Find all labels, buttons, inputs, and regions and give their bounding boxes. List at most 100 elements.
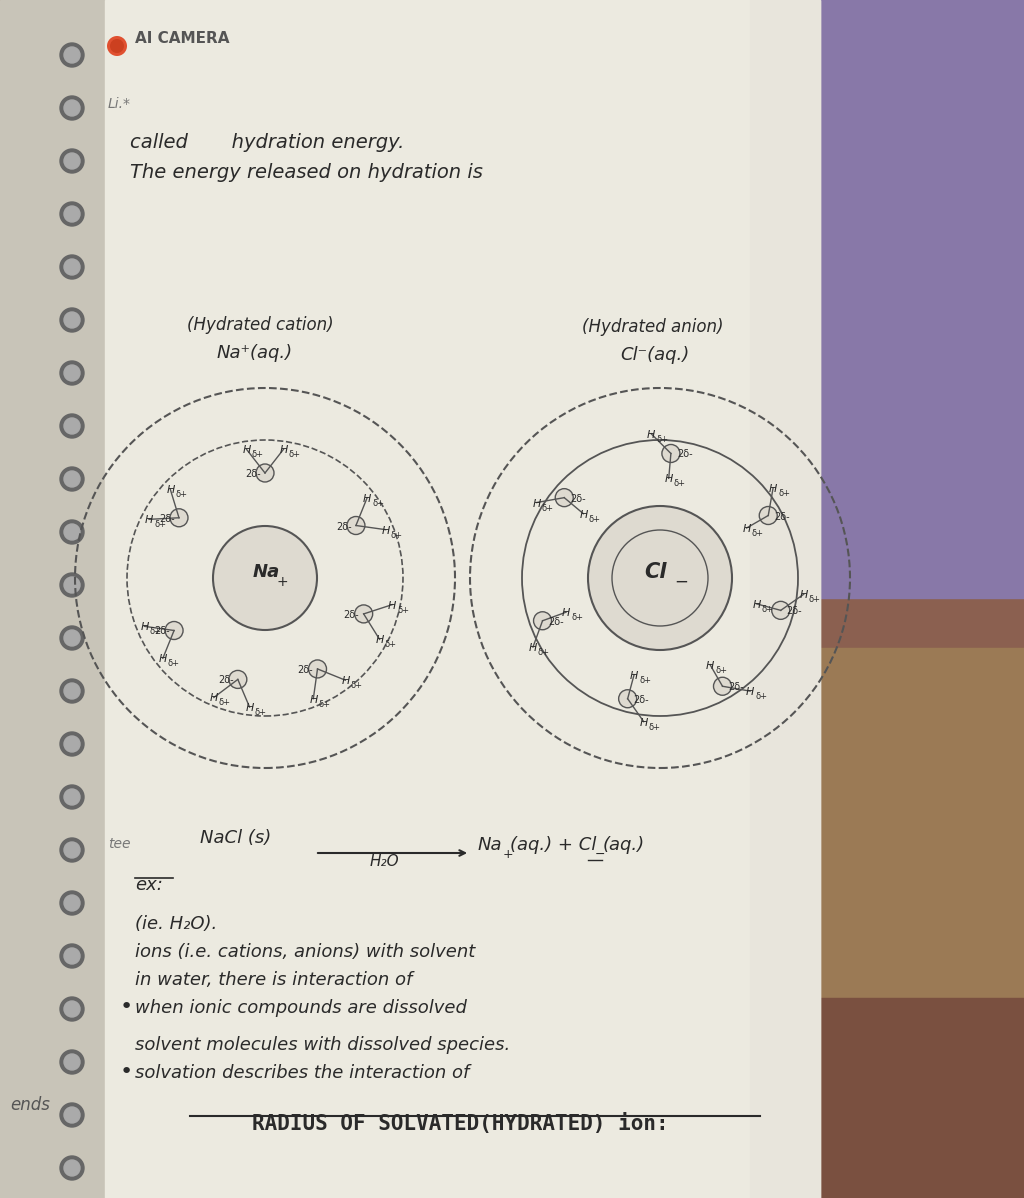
Circle shape — [63, 1054, 80, 1070]
Bar — [0, 0, 105, 1198]
Circle shape — [213, 526, 317, 630]
Circle shape — [63, 471, 80, 488]
Text: H: H — [364, 494, 372, 503]
Text: H: H — [562, 609, 570, 618]
Circle shape — [60, 732, 84, 756]
Circle shape — [63, 259, 80, 276]
Text: δ+: δ+ — [778, 489, 791, 498]
Text: δ+: δ+ — [656, 435, 668, 443]
Circle shape — [60, 520, 84, 544]
Circle shape — [63, 206, 80, 222]
Circle shape — [63, 948, 80, 964]
Circle shape — [63, 524, 80, 540]
Text: δ+: δ+ — [390, 531, 402, 539]
Text: δ+: δ+ — [571, 613, 583, 622]
Text: δ+: δ+ — [252, 450, 263, 459]
Circle shape — [612, 530, 708, 627]
Text: H: H — [243, 446, 251, 455]
Bar — [820, 0, 1024, 598]
Circle shape — [60, 891, 84, 915]
Text: solvation describes the interaction of: solvation describes the interaction of — [135, 1064, 469, 1082]
Text: 2δ-: 2δ- — [245, 468, 261, 479]
Circle shape — [63, 577, 80, 593]
Text: in water, there is interaction of: in water, there is interaction of — [135, 972, 413, 990]
Text: H: H — [706, 660, 715, 671]
Text: AI CAMERA: AI CAMERA — [135, 31, 229, 46]
Text: δ+: δ+ — [219, 698, 230, 708]
Circle shape — [588, 506, 732, 651]
Circle shape — [60, 202, 84, 226]
Text: (Hydrated cation): (Hydrated cation) — [187, 316, 334, 334]
Circle shape — [308, 660, 327, 678]
Text: δ+: δ+ — [649, 722, 660, 732]
Text: 2δ-: 2δ- — [336, 521, 351, 532]
Text: H: H — [341, 676, 349, 686]
Text: H: H — [166, 485, 175, 495]
Text: −: − — [595, 848, 605, 861]
Text: δ+: δ+ — [715, 666, 727, 674]
Text: δ+: δ+ — [289, 450, 300, 459]
Text: when ionic compounds are dissolved: when ionic compounds are dissolved — [135, 999, 467, 1017]
Text: H: H — [742, 524, 751, 534]
Text: Cl: Cl — [644, 562, 667, 582]
Text: The energy released on hydration is: The energy released on hydration is — [130, 163, 483, 182]
Text: •: • — [120, 1061, 133, 1082]
Circle shape — [714, 677, 731, 695]
Text: 2δ-: 2δ- — [298, 665, 313, 674]
Circle shape — [110, 40, 124, 53]
Text: H: H — [800, 591, 808, 600]
Text: H: H — [746, 688, 755, 697]
Circle shape — [555, 489, 573, 507]
Circle shape — [63, 895, 80, 910]
Circle shape — [60, 308, 84, 332]
Text: +: + — [503, 848, 514, 861]
Text: +: + — [278, 575, 289, 589]
Circle shape — [662, 444, 680, 462]
Text: 2δ-: 2δ- — [786, 606, 803, 616]
Circle shape — [170, 509, 188, 527]
Circle shape — [60, 43, 84, 67]
Circle shape — [772, 601, 790, 619]
Circle shape — [63, 1107, 80, 1123]
Text: H: H — [376, 635, 384, 646]
Text: H: H — [665, 474, 673, 484]
Text: (aq.): (aq.) — [603, 836, 645, 854]
Circle shape — [534, 612, 552, 630]
Text: δ+: δ+ — [397, 606, 410, 615]
Text: 2δ-: 2δ- — [634, 695, 649, 704]
Text: δ+: δ+ — [752, 530, 764, 538]
Text: 2δ-: 2δ- — [159, 514, 175, 524]
Text: H: H — [532, 498, 541, 508]
Text: ex:: ex: — [135, 876, 163, 894]
Circle shape — [60, 573, 84, 597]
Text: H₂O: H₂O — [370, 854, 399, 869]
Text: H: H — [280, 446, 288, 455]
Text: H: H — [388, 600, 396, 611]
Circle shape — [60, 255, 84, 279]
Text: δ+: δ+ — [542, 503, 554, 513]
Circle shape — [60, 467, 84, 491]
Text: H: H — [309, 695, 317, 704]
Circle shape — [106, 36, 127, 56]
Circle shape — [60, 944, 84, 968]
Text: δ+: δ+ — [150, 628, 162, 636]
Text: 2δ-: 2δ- — [728, 682, 744, 692]
Circle shape — [60, 1103, 84, 1127]
Circle shape — [60, 679, 84, 703]
Text: Li.*: Li.* — [108, 97, 131, 111]
Text: δ+: δ+ — [175, 490, 187, 500]
Text: δ+: δ+ — [385, 641, 396, 649]
Text: (aq.) + Cl: (aq.) + Cl — [510, 836, 596, 854]
Circle shape — [60, 96, 84, 120]
Circle shape — [63, 1002, 80, 1017]
Circle shape — [60, 415, 84, 438]
Text: •: • — [120, 997, 133, 1017]
Text: δ+: δ+ — [755, 692, 767, 701]
Text: NaCl (s): NaCl (s) — [200, 829, 271, 847]
Circle shape — [256, 464, 274, 482]
Circle shape — [347, 516, 365, 534]
Circle shape — [60, 997, 84, 1021]
Circle shape — [63, 683, 80, 698]
Circle shape — [60, 361, 84, 385]
Text: H: H — [580, 509, 588, 520]
